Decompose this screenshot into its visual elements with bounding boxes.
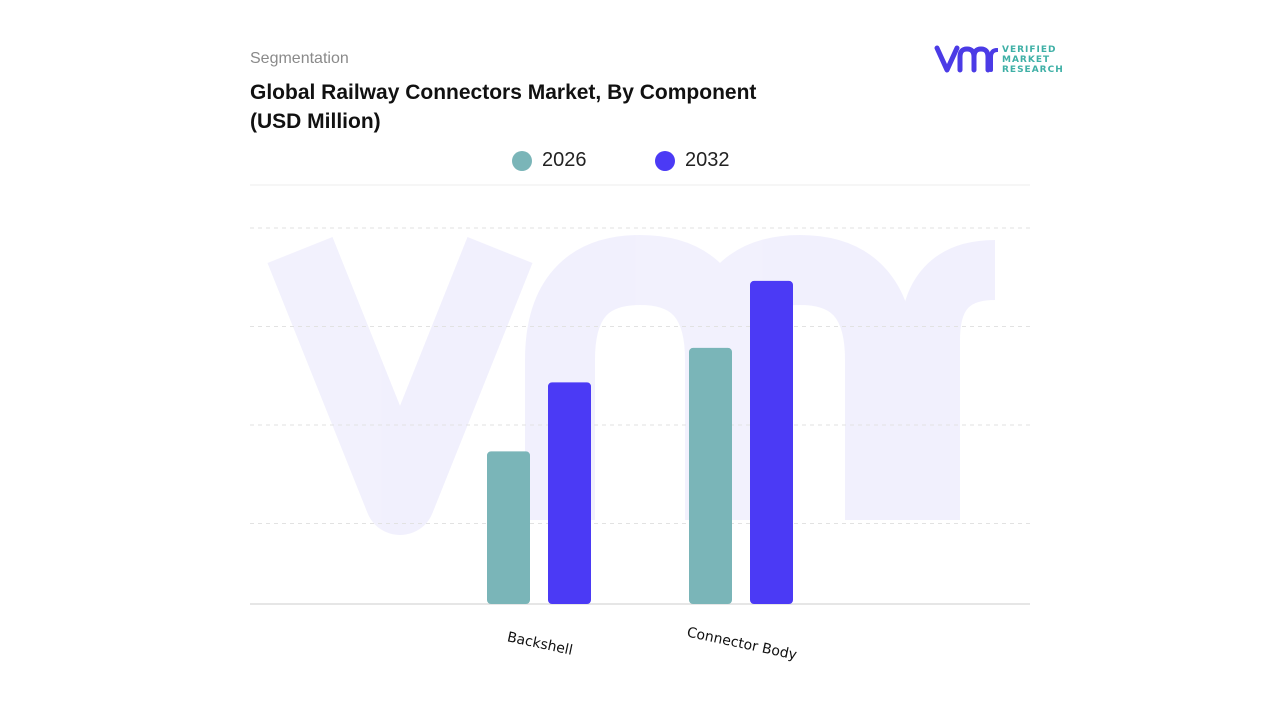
bar-2026-backshell: [487, 451, 530, 604]
logo-line-research: RESEARCH: [1002, 65, 1064, 75]
bar-2032-backshell: [548, 382, 591, 604]
section-label: Segmentation: [250, 50, 349, 67]
legend-label-2026: 2026: [542, 149, 587, 171]
logo-line-market: MARKET: [1002, 55, 1051, 65]
x-tick-label: Backshell: [506, 629, 574, 658]
gridlines: [250, 227, 1030, 524]
logo-wordmark: VERIFIED MARKET RESEARCH: [1002, 45, 1064, 75]
vmr-logo-mark-icon: [934, 45, 999, 73]
logo-line-verified: VERIFIED: [1002, 45, 1057, 55]
legend-swatch-2032: [655, 151, 675, 171]
bar-series: [487, 280, 793, 604]
company-logo: VERIFIED MARKET RESEARCH: [934, 44, 1064, 76]
x-axis-tick-labels: Backshell Connector Body: [506, 625, 799, 664]
chart-title: Global Railway Connectors Market, By Com…: [250, 81, 757, 133]
legend-swatch-2026: [512, 151, 532, 171]
x-tick-label: Connector Body: [685, 625, 798, 664]
bar-2026-connector-body: [689, 347, 732, 604]
legend-label-2032: 2032: [685, 149, 730, 171]
bar-2032-connector-body: [750, 280, 793, 604]
watermark-logo: [267, 234, 997, 535]
